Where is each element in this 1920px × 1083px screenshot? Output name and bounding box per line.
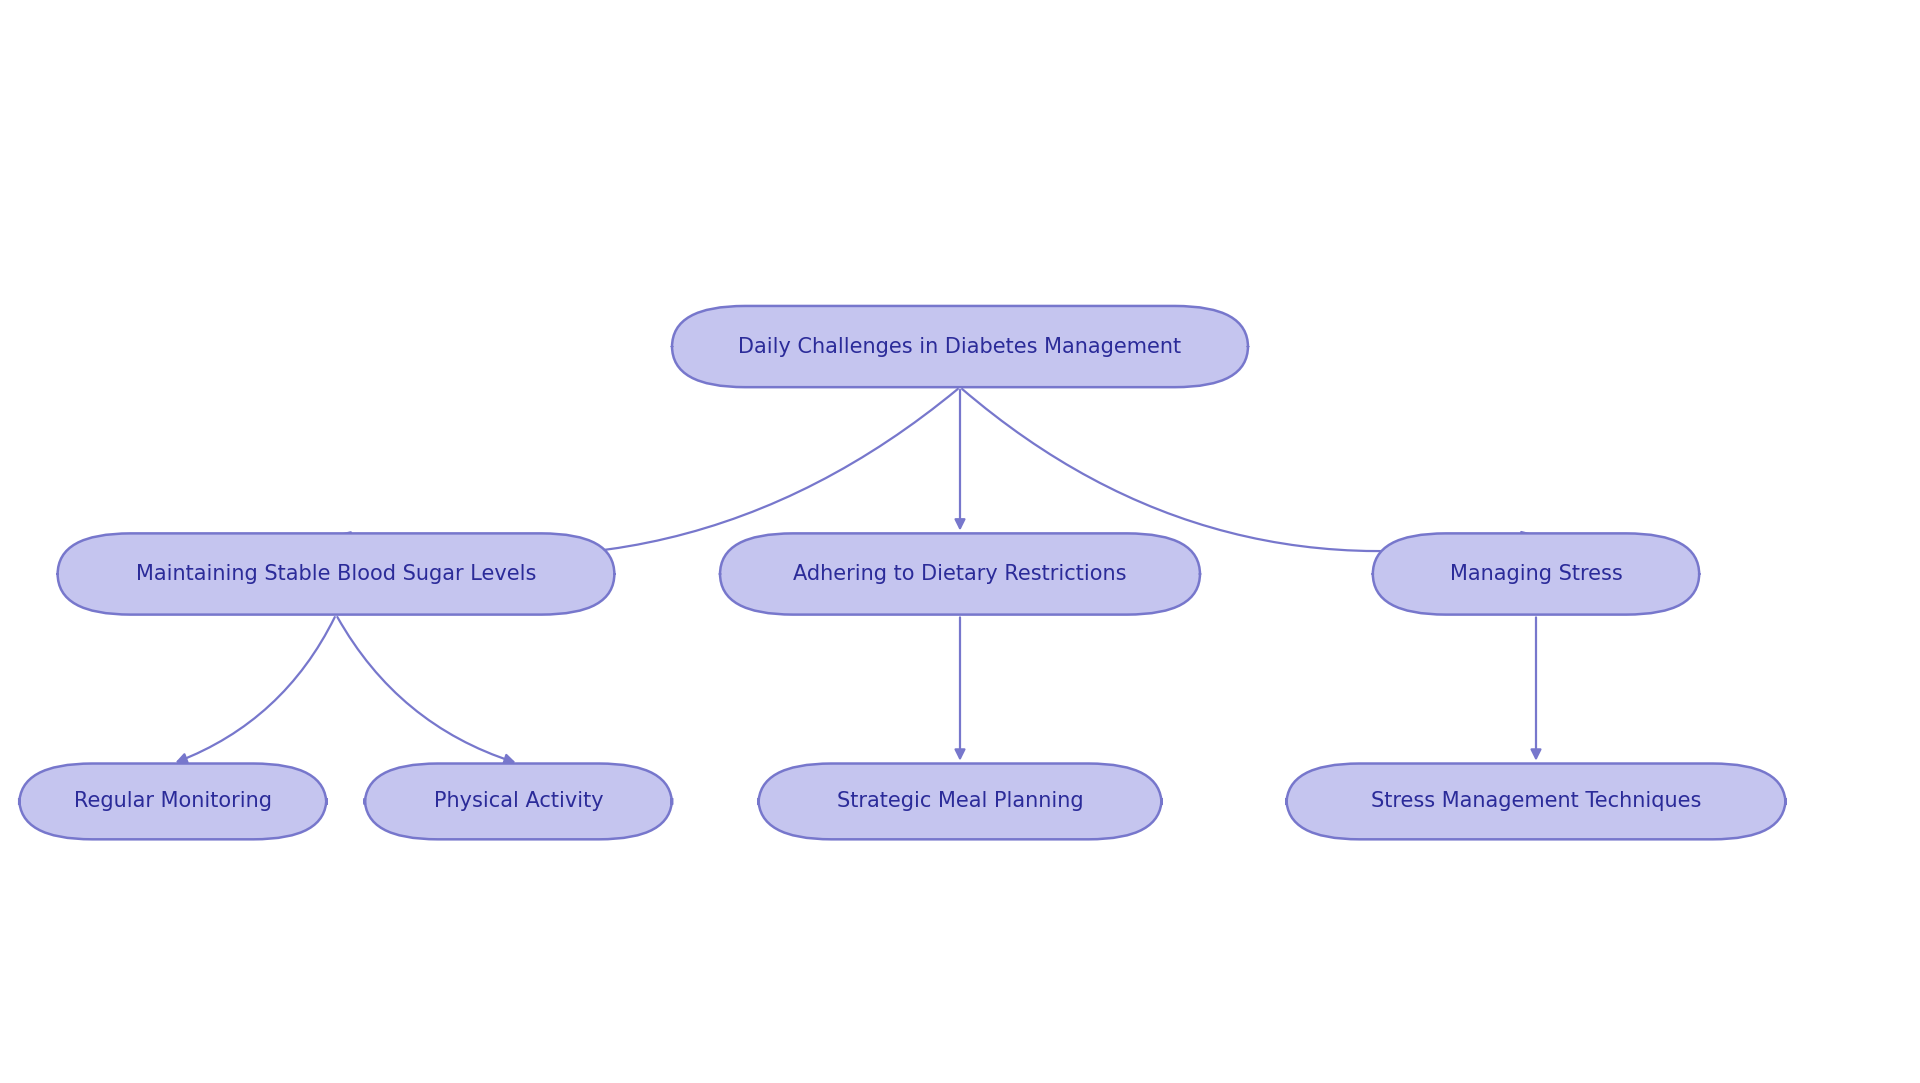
Text: Daily Challenges in Diabetes Management: Daily Challenges in Diabetes Management — [739, 337, 1181, 356]
Text: Stress Management Techniques: Stress Management Techniques — [1371, 792, 1701, 811]
Text: Strategic Meal Planning: Strategic Meal Planning — [837, 792, 1083, 811]
Text: Regular Monitoring: Regular Monitoring — [73, 792, 273, 811]
Text: Adhering to Dietary Restrictions: Adhering to Dietary Restrictions — [793, 564, 1127, 584]
Text: Maintaining Stable Blood Sugar Levels: Maintaining Stable Blood Sugar Levels — [136, 564, 536, 584]
FancyBboxPatch shape — [365, 764, 672, 839]
FancyBboxPatch shape — [672, 305, 1248, 387]
FancyBboxPatch shape — [19, 764, 326, 839]
FancyBboxPatch shape — [758, 764, 1162, 839]
FancyBboxPatch shape — [1373, 534, 1699, 615]
FancyBboxPatch shape — [58, 534, 614, 615]
FancyBboxPatch shape — [720, 534, 1200, 615]
Text: Managing Stress: Managing Stress — [1450, 564, 1622, 584]
Text: Physical Activity: Physical Activity — [434, 792, 603, 811]
FancyBboxPatch shape — [1286, 764, 1786, 839]
